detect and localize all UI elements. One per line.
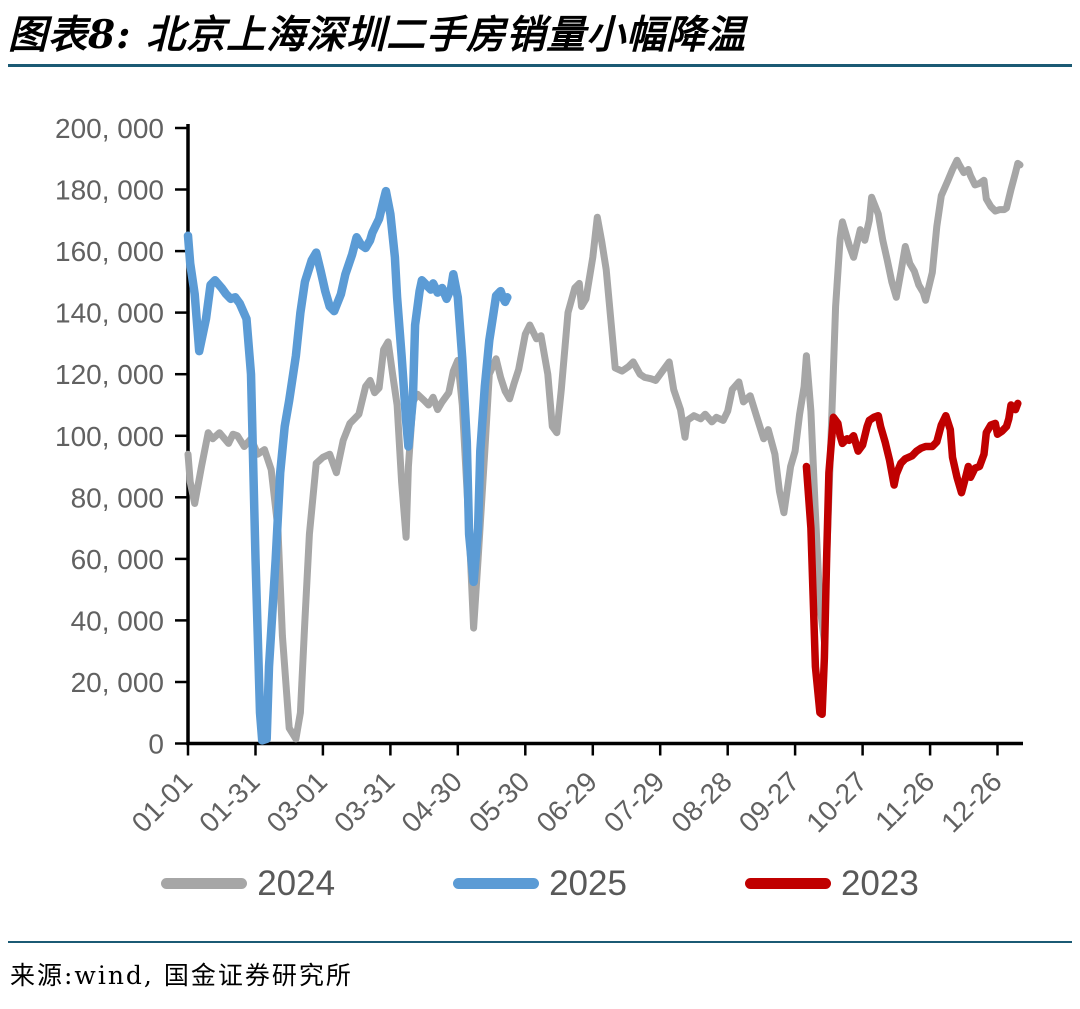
y-axis-label: 40, 000 <box>71 605 164 636</box>
x-axis-label: 12-26 <box>935 766 1008 839</box>
legend-swatch-2023 <box>744 878 831 889</box>
x-axis-label: 06-29 <box>530 766 603 839</box>
figure-title: 图表8: 北京上海深圳二手房销量小幅降温 <box>8 12 747 58</box>
y-axis-label: 160, 000 <box>55 236 164 267</box>
chart-legend: 2024 2025 2023 <box>0 866 1080 901</box>
y-axis-label: 140, 000 <box>55 298 164 329</box>
legend-swatch-2024 <box>161 878 248 889</box>
y-axis-label: 180, 000 <box>55 175 164 206</box>
y-axis-label: 20, 000 <box>71 667 164 698</box>
legend-item-2025: 2025 <box>453 866 627 901</box>
x-axis-label: 03-31 <box>328 766 401 839</box>
x-axis-label: 05-30 <box>463 766 536 839</box>
legend-swatch-2025 <box>453 878 540 889</box>
footer-divider <box>8 941 1072 943</box>
x-axis-label: 04-30 <box>395 766 468 839</box>
series-2025-line <box>183 186 512 745</box>
legend-item-2024: 2024 <box>161 866 335 901</box>
x-axis-label: 08-28 <box>665 766 738 839</box>
y-axis-label: 0 <box>148 729 164 760</box>
series-2024-line <box>184 156 1024 743</box>
legend-item-2023: 2023 <box>744 864 919 903</box>
y-axis-label: 60, 000 <box>71 544 164 575</box>
x-axis-label: 10-27 <box>800 766 873 839</box>
legend-label-2025: 2025 <box>549 864 627 903</box>
x-axis-label: 03-01 <box>261 766 334 839</box>
y-axis-label: 100, 000 <box>55 421 164 452</box>
y-axis-label: 120, 000 <box>55 359 164 390</box>
x-axis-label: 01-01 <box>126 766 199 839</box>
x-axis-label: 07-29 <box>598 766 671 839</box>
legend-label-2023: 2023 <box>840 864 919 903</box>
legend-label-2024: 2024 <box>257 864 336 903</box>
source-text: 来源:wind, 国金证券研究所 <box>10 961 353 990</box>
title-divider <box>8 64 1072 67</box>
x-axis-label: 09-27 <box>733 766 806 839</box>
y-axis-label: 80, 000 <box>71 482 164 513</box>
series-2023-line <box>802 399 1022 719</box>
x-axis-label: 01-31 <box>193 766 266 839</box>
x-axis-label: 11-26 <box>869 766 940 837</box>
y-axis-label: 200, 000 <box>55 113 164 144</box>
